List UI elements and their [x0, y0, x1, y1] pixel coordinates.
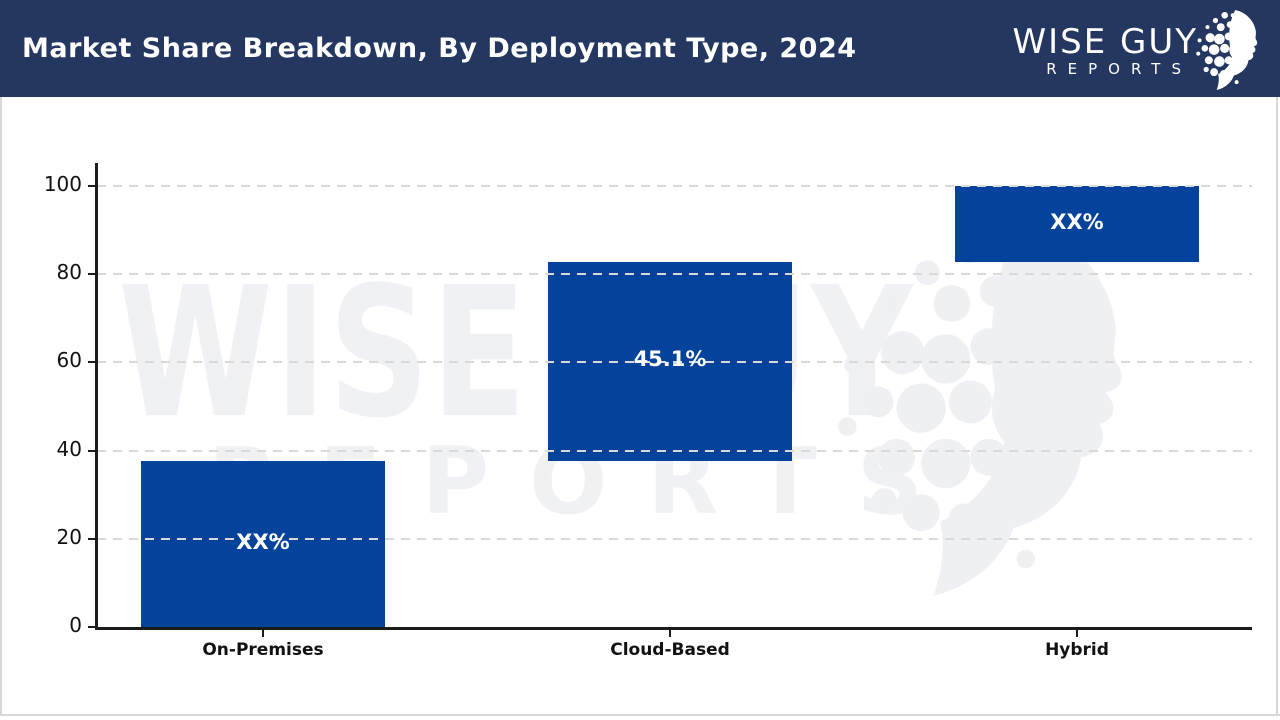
x-category-label: On-Premises	[202, 640, 324, 660]
bar-Hybrid	[955, 186, 1199, 262]
bar-Cloud-Based	[548, 261, 792, 461]
gridline-40	[97, 449, 1252, 452]
bar-value-label: 45.1%	[633, 347, 707, 372]
bar-chart: 0 20 40 60 80 100 XX% On-Premises 45.1% Cloud-Bas…	[0, 97, 1280, 720]
gridline-80	[97, 273, 1252, 276]
watermark-head-icon	[838, 223, 1122, 596]
bar-value-label: XX%	[236, 529, 290, 554]
frame-border-left	[0, 97, 2, 716]
logo-wiseguy-text: WISE GUY	[1012, 22, 1198, 62]
frame-border-right	[1276, 97, 1278, 716]
y-tickmark-80	[88, 273, 97, 276]
frame-border-bottom	[0, 714, 1280, 716]
y-axis-line	[95, 163, 98, 629]
logo-reports-text: REPORTS	[1046, 60, 1192, 78]
bar-value-label: XX%	[1050, 209, 1104, 234]
gridline-20	[97, 537, 1252, 540]
x-category-label: Cloud-Based	[610, 640, 730, 660]
header-bar: Market Share Breakdown, By Deployment Ty…	[0, 0, 1280, 97]
y-tick-label-0: 0	[69, 613, 82, 637]
bar-On-Premises	[141, 460, 385, 627]
y-tick-label-60: 60	[56, 348, 82, 373]
y-tickmark-20	[88, 537, 97, 540]
y-tick-label-40: 40	[56, 436, 82, 461]
y-tickmark-0	[88, 626, 97, 628]
y-tick-label-80: 80	[56, 260, 82, 285]
x-tickmark-On-Premises	[262, 629, 264, 637]
x-tickmark-Cloud-Based	[669, 629, 671, 637]
wise-guy-reports-logo: WISE GUY REPORTS	[1012, 0, 1270, 97]
x-axis-line	[95, 627, 1252, 630]
y-tick-label-20: 20	[56, 524, 82, 549]
y-tickmark-100	[88, 185, 97, 187]
y-tick-label-100: 100	[43, 172, 82, 196]
gridline-60	[97, 361, 1252, 364]
y-tickmark-60	[88, 361, 97, 364]
y-tickmark-40	[88, 449, 97, 452]
gridline-100	[97, 185, 1252, 187]
x-category-label: Hybrid	[1045, 640, 1109, 660]
page-title: Market Share Breakdown, By Deployment Ty…	[22, 33, 857, 64]
x-tickmark-Hybrid	[1076, 629, 1078, 637]
logo-head-icon	[1196, 9, 1258, 91]
